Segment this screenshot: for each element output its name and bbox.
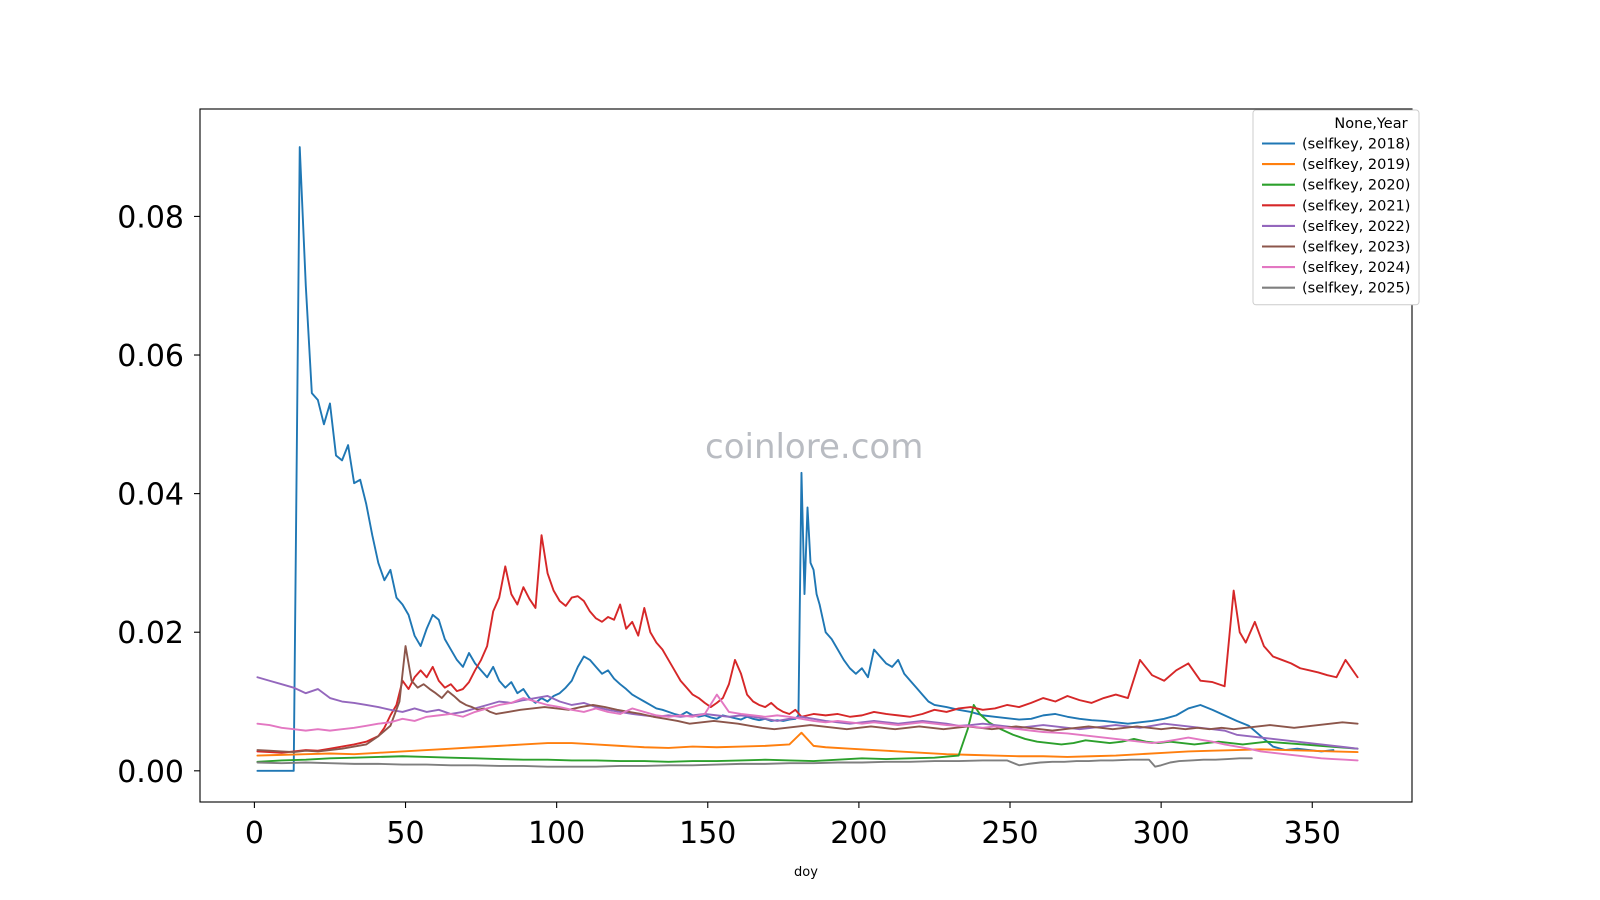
- legend-label[interactable]: (selfkey, 2018): [1302, 137, 1410, 153]
- y-tick-label: 0.02: [117, 616, 184, 651]
- series-group: [256, 146, 1359, 772]
- x-tick-label: 300: [1133, 816, 1190, 851]
- legend-label[interactable]: (selfkey, 2024): [1302, 260, 1410, 276]
- legend-label[interactable]: (selfkey, 2022): [1302, 219, 1410, 235]
- legend-label[interactable]: (selfkey, 2020): [1302, 178, 1410, 194]
- series-line: [256, 693, 1359, 762]
- series-line: [256, 645, 1359, 754]
- x-tick-label: 50: [386, 816, 424, 851]
- series-line: [256, 676, 1359, 750]
- watermark: coinlore.com: [705, 427, 923, 467]
- legend-label[interactable]: (selfkey, 2023): [1302, 240, 1410, 256]
- x-tick-label: 100: [528, 816, 585, 851]
- x-tick-label: 250: [981, 816, 1038, 851]
- y-tick-label: 0.04: [117, 478, 184, 513]
- legend-box: [1252, 109, 1420, 306]
- legend-title: None,Year: [1334, 116, 1407, 132]
- series-line: [256, 757, 1253, 768]
- y-tick-label: 0.06: [117, 339, 184, 374]
- x-tick-label: 200: [830, 816, 887, 851]
- series-line: [256, 731, 1359, 758]
- x-tick-label: 0: [245, 816, 264, 851]
- series-line: [256, 704, 1359, 763]
- series-line: [256, 534, 1359, 754]
- legend-label[interactable]: (selfkey, 2025): [1302, 281, 1410, 297]
- y-tick-label: 0.08: [117, 200, 184, 235]
- series-line: [256, 146, 1335, 772]
- x-tick-label: 350: [1284, 816, 1341, 851]
- legend-label[interactable]: (selfkey, 2021): [1302, 198, 1410, 214]
- x-axis-title: doy: [794, 865, 818, 880]
- y-tick-label: 0.00: [117, 755, 184, 790]
- x-tick-label: 150: [679, 816, 736, 851]
- legend-label[interactable]: (selfkey, 2019): [1302, 157, 1410, 173]
